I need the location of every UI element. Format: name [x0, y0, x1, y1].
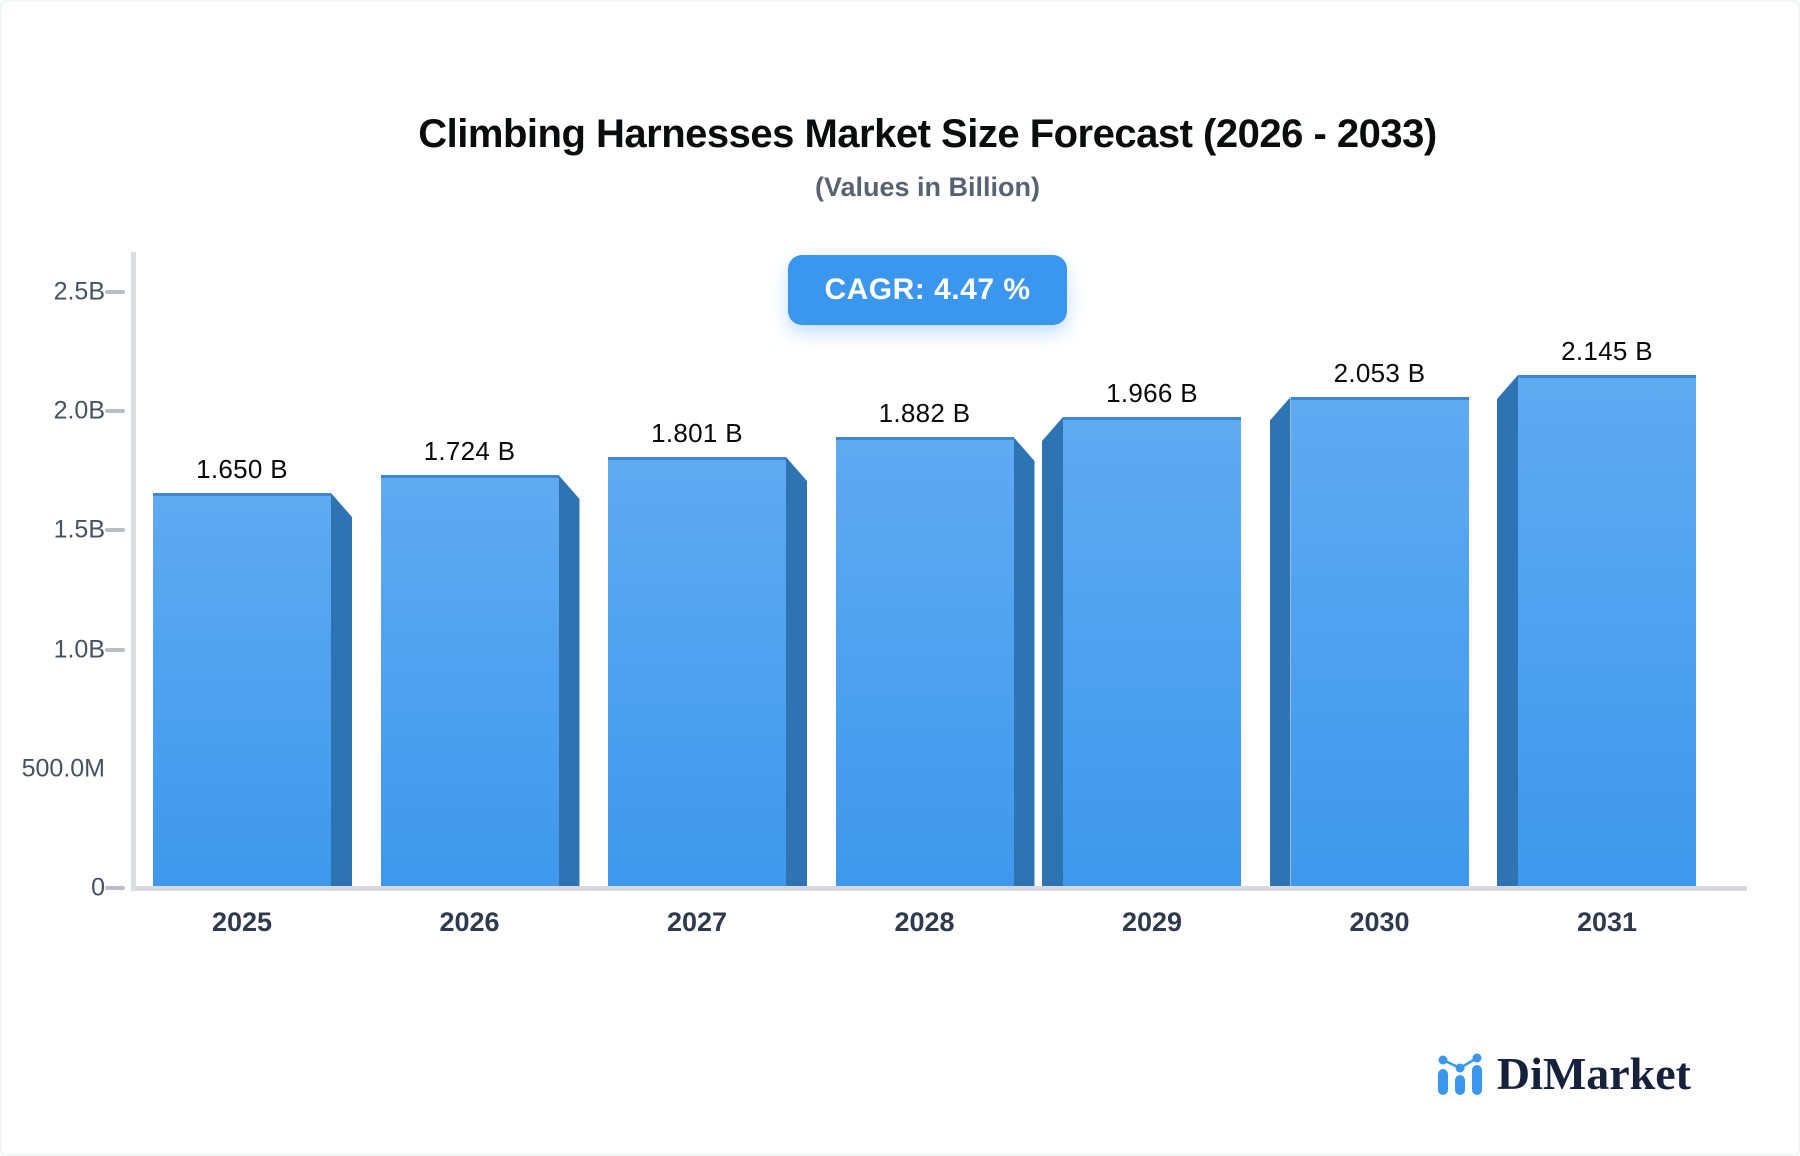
- chart-title: Climbing Harnesses Market Size Forecast …: [418, 112, 1437, 156]
- bar-value-label-2030: 2.053 B: [1333, 358, 1426, 388]
- bar-2030: [1290, 397, 1469, 886]
- bar-side-face-2030: [1269, 397, 1291, 886]
- y-axis-line: [131, 252, 136, 890]
- cagr-badge: CAGR: 4.47 %: [788, 255, 1067, 325]
- bar-2025: [153, 493, 331, 886]
- y-axis-tick: [105, 647, 125, 652]
- bar-side-face-2025: [331, 493, 352, 886]
- y-axis-label: 2.0B: [53, 396, 105, 425]
- y-axis-tick: [105, 290, 125, 294]
- bar-2027: [608, 457, 786, 886]
- bar-value-label-2031: 2.145 B: [1561, 336, 1653, 366]
- x-axis-label-2029: 2029: [1121, 907, 1183, 937]
- bar-chart-icon: [1437, 1053, 1482, 1095]
- bar-value-label-2026: 1.724 B: [423, 436, 516, 466]
- x-axis-label-2027: 2027: [666, 907, 728, 937]
- bar-value-label-2029: 1.966 B: [1106, 378, 1198, 408]
- bar-value-label-2027: 1.801 B: [651, 418, 743, 448]
- bar-side-face-2029: [1042, 417, 1063, 886]
- chart-subtitle: (Values in Billion): [814, 172, 1041, 202]
- y-axis-label: 1.5B: [53, 515, 105, 544]
- y-axis-label: 500.0M: [21, 754, 105, 783]
- bar-side-face-2027: [786, 457, 807, 886]
- y-axis-tick: [105, 528, 125, 533]
- bar-side-face-2028: [1013, 437, 1035, 886]
- x-axis-label-2026: 2026: [439, 907, 500, 937]
- x-axis-label-2028: 2028: [894, 907, 955, 937]
- x-axis-label-2025: 2025: [211, 907, 273, 937]
- bar-2028: [835, 437, 1014, 886]
- x-axis-label-2031: 2031: [1576, 907, 1638, 937]
- bar-value-label-2028: 1.882 B: [878, 398, 971, 428]
- bar-2026: [380, 475, 559, 886]
- bar-value-label-2025: 1.650 B: [196, 454, 288, 484]
- x-axis-line: [131, 886, 1747, 891]
- bar-side-face-2026: [558, 475, 580, 886]
- y-axis-label: 1.0B: [53, 635, 105, 664]
- logo: DiMarket: [1436, 1047, 1691, 1100]
- logo-text: DiMarket: [1496, 1048, 1691, 1099]
- cagr-badge-wrap: CAGR: 4.47 %: [57, 255, 1798, 325]
- x-axis-label-2030: 2030: [1349, 907, 1410, 937]
- y-axis-label: 2.5B: [53, 277, 105, 306]
- bar-2031: [1518, 375, 1696, 886]
- y-axis-label: 0: [91, 873, 105, 902]
- y-axis-tick: [105, 409, 125, 414]
- bar-2029: [1063, 417, 1241, 886]
- y-axis-tick: [105, 886, 125, 890]
- bar-side-face-2031: [1497, 375, 1518, 886]
